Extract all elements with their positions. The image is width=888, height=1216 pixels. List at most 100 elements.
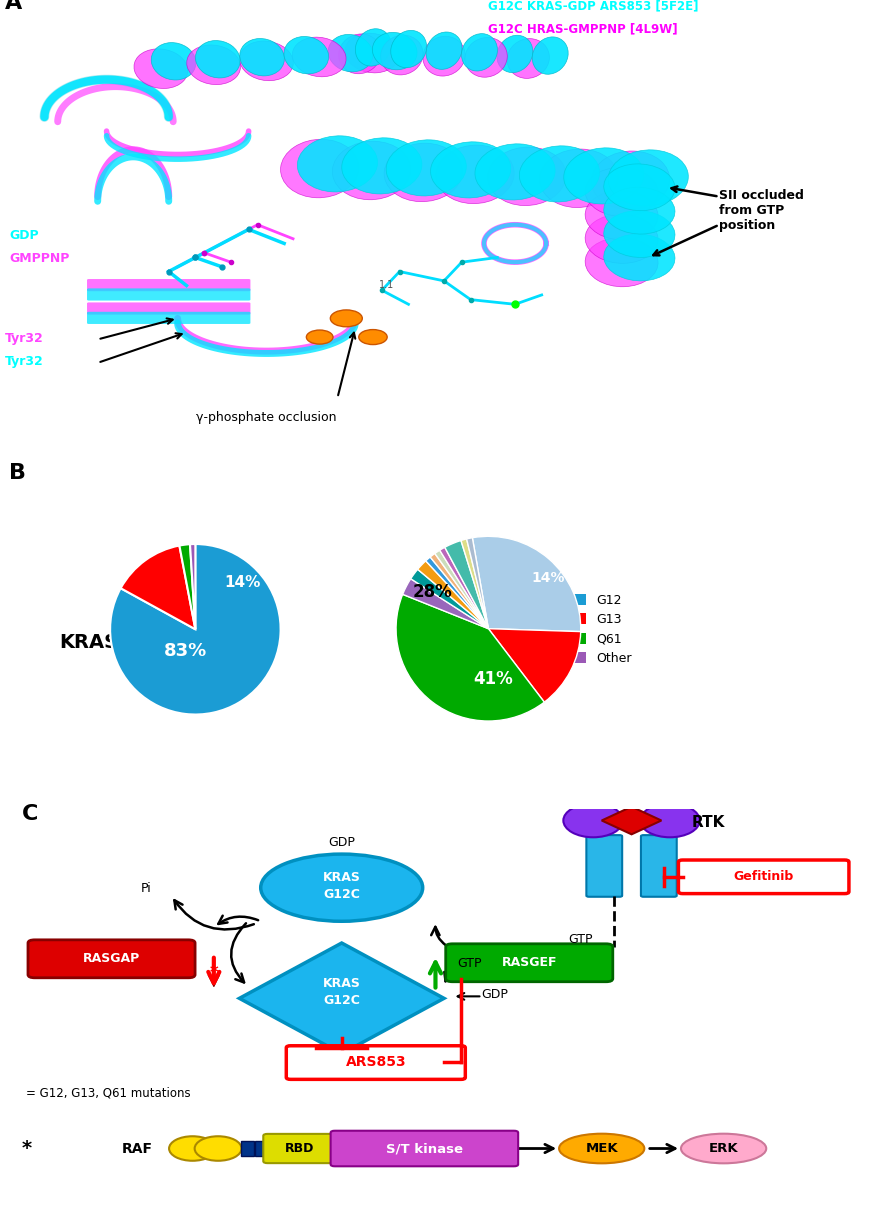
Ellipse shape <box>475 143 555 199</box>
Ellipse shape <box>195 40 240 78</box>
FancyBboxPatch shape <box>446 944 613 981</box>
Ellipse shape <box>604 235 675 281</box>
Circle shape <box>359 330 387 344</box>
Text: G12C HRAS-GMPPNP [4L9W]: G12C HRAS-GMPPNP [4L9W] <box>488 23 678 35</box>
Ellipse shape <box>329 34 373 72</box>
Text: SII occluded
from GTP
position: SII occluded from GTP position <box>719 190 805 232</box>
Text: RASGAP: RASGAP <box>83 952 140 966</box>
FancyBboxPatch shape <box>330 1131 519 1166</box>
Ellipse shape <box>519 146 599 202</box>
Wedge shape <box>402 579 488 629</box>
Ellipse shape <box>297 136 377 192</box>
Ellipse shape <box>338 34 381 74</box>
Ellipse shape <box>342 137 422 193</box>
Text: RTK: RTK <box>691 815 725 831</box>
Ellipse shape <box>559 1133 645 1164</box>
Text: 41%: 41% <box>473 670 513 688</box>
FancyBboxPatch shape <box>641 835 677 896</box>
Text: *: * <box>22 1139 32 1158</box>
Ellipse shape <box>332 141 410 199</box>
Text: GDP: GDP <box>329 837 355 849</box>
Ellipse shape <box>134 49 187 89</box>
Text: RASGEF: RASGEF <box>502 956 557 969</box>
Ellipse shape <box>604 164 675 210</box>
Ellipse shape <box>194 1136 242 1161</box>
Ellipse shape <box>604 210 675 258</box>
Text: = G12, G13, Q61 mutations: = G12, G13, Q61 mutations <box>27 1087 191 1099</box>
Text: 14%: 14% <box>532 570 565 585</box>
Ellipse shape <box>507 39 550 78</box>
Ellipse shape <box>385 143 463 202</box>
Text: KRAS
G12C: KRAS G12C <box>322 978 361 1007</box>
Ellipse shape <box>604 187 675 233</box>
Ellipse shape <box>564 148 644 204</box>
FancyBboxPatch shape <box>286 1046 465 1080</box>
FancyBboxPatch shape <box>242 1142 254 1155</box>
Ellipse shape <box>585 191 658 240</box>
Ellipse shape <box>169 1136 216 1161</box>
Ellipse shape <box>151 43 196 80</box>
Wedge shape <box>488 629 581 702</box>
Ellipse shape <box>532 36 568 74</box>
Wedge shape <box>110 544 281 715</box>
Ellipse shape <box>608 150 688 206</box>
Text: ARS853: ARS853 <box>345 1055 406 1069</box>
Text: GTP: GTP <box>568 933 592 946</box>
Wedge shape <box>417 561 488 629</box>
FancyBboxPatch shape <box>87 288 250 300</box>
Ellipse shape <box>585 214 658 264</box>
Ellipse shape <box>240 39 284 75</box>
Ellipse shape <box>462 34 497 71</box>
Text: KRAS: KRAS <box>59 632 118 652</box>
Text: 14%: 14% <box>224 575 260 590</box>
Ellipse shape <box>386 140 466 196</box>
Text: RBD: RBD <box>285 1142 314 1155</box>
FancyBboxPatch shape <box>87 303 250 315</box>
Ellipse shape <box>381 35 423 75</box>
Ellipse shape <box>431 142 511 198</box>
Text: 28%: 28% <box>413 582 453 601</box>
Wedge shape <box>190 544 195 630</box>
Text: Tyr32: Tyr32 <box>4 355 44 368</box>
Text: γ-phosphate occlusion: γ-phosphate occlusion <box>196 411 337 424</box>
Text: A: A <box>4 0 21 13</box>
Text: Gefitinib: Gefitinib <box>733 871 794 883</box>
Ellipse shape <box>261 854 423 922</box>
Wedge shape <box>430 553 488 629</box>
Wedge shape <box>435 550 488 629</box>
Ellipse shape <box>488 147 566 206</box>
Wedge shape <box>472 536 581 631</box>
FancyBboxPatch shape <box>678 860 849 894</box>
Text: GTP: GTP <box>457 957 482 969</box>
Wedge shape <box>461 539 488 629</box>
Ellipse shape <box>391 30 426 68</box>
Text: *: * <box>432 963 440 981</box>
Ellipse shape <box>423 36 465 77</box>
Ellipse shape <box>497 35 533 73</box>
Legend: G12, G13, Q61, Other: G12, G13, Q61, Other <box>568 589 637 670</box>
Ellipse shape <box>281 140 359 198</box>
FancyBboxPatch shape <box>87 278 250 291</box>
Text: GMPPNP: GMPPNP <box>9 252 69 265</box>
Ellipse shape <box>465 38 507 78</box>
Polygon shape <box>602 806 662 834</box>
Ellipse shape <box>585 237 658 287</box>
Circle shape <box>306 330 333 344</box>
Ellipse shape <box>591 151 670 209</box>
Text: C: C <box>22 805 38 824</box>
Text: 83%: 83% <box>163 642 207 659</box>
Ellipse shape <box>355 29 392 66</box>
FancyBboxPatch shape <box>586 835 622 896</box>
FancyBboxPatch shape <box>87 311 250 323</box>
Text: ERK: ERK <box>709 1142 739 1155</box>
Ellipse shape <box>284 36 329 74</box>
Ellipse shape <box>681 1133 766 1164</box>
Ellipse shape <box>240 41 293 80</box>
Ellipse shape <box>563 804 623 838</box>
Text: RAF: RAF <box>122 1142 153 1155</box>
Text: Pi: Pi <box>140 882 151 895</box>
Text: G12C KRAS-GDP ARS853 [5F2E]: G12C KRAS-GDP ARS853 [5F2E] <box>488 0 699 12</box>
Ellipse shape <box>426 32 462 69</box>
Wedge shape <box>396 595 544 721</box>
Text: GDP: GDP <box>481 989 509 1001</box>
